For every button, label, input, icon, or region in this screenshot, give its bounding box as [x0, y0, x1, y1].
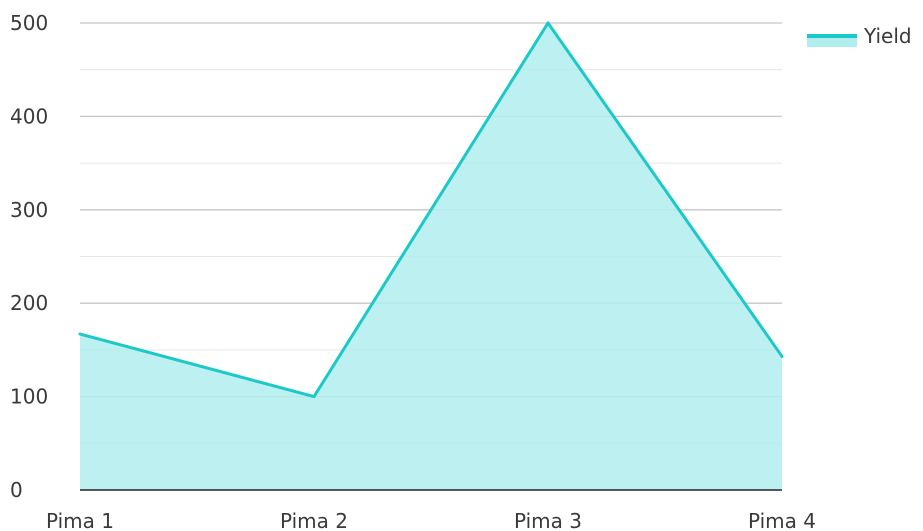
y-tick-label: 0	[10, 478, 23, 502]
y-tick-label: 100	[10, 385, 48, 409]
y-tick-label: 200	[10, 291, 48, 315]
series-area-yield	[80, 23, 782, 490]
legend-label-yield: Yield	[863, 24, 912, 48]
x-axis-tick-labels: Pima 1 Pima 2 Pima 3 Pima 4	[46, 509, 816, 531]
y-axis-tick-labels: 0 100 200 300 400 500	[10, 11, 48, 502]
x-tick-label: Pima 3	[514, 509, 582, 531]
x-tick-label: Pima 2	[280, 509, 348, 531]
legend: Yield	[807, 24, 912, 48]
y-tick-label: 500	[10, 11, 48, 35]
data-point-yield-1	[78, 332, 82, 336]
data-point-yield-4	[780, 354, 784, 358]
data-point-yield-2	[312, 395, 316, 399]
series-line-yield	[79, 21, 784, 399]
x-tick-label: Pima 1	[46, 509, 114, 531]
y-tick-label: 400	[10, 104, 48, 128]
x-tick-label: Pima 4	[748, 509, 816, 531]
y-tick-label: 300	[10, 198, 48, 222]
data-point-yield-3	[546, 21, 550, 25]
